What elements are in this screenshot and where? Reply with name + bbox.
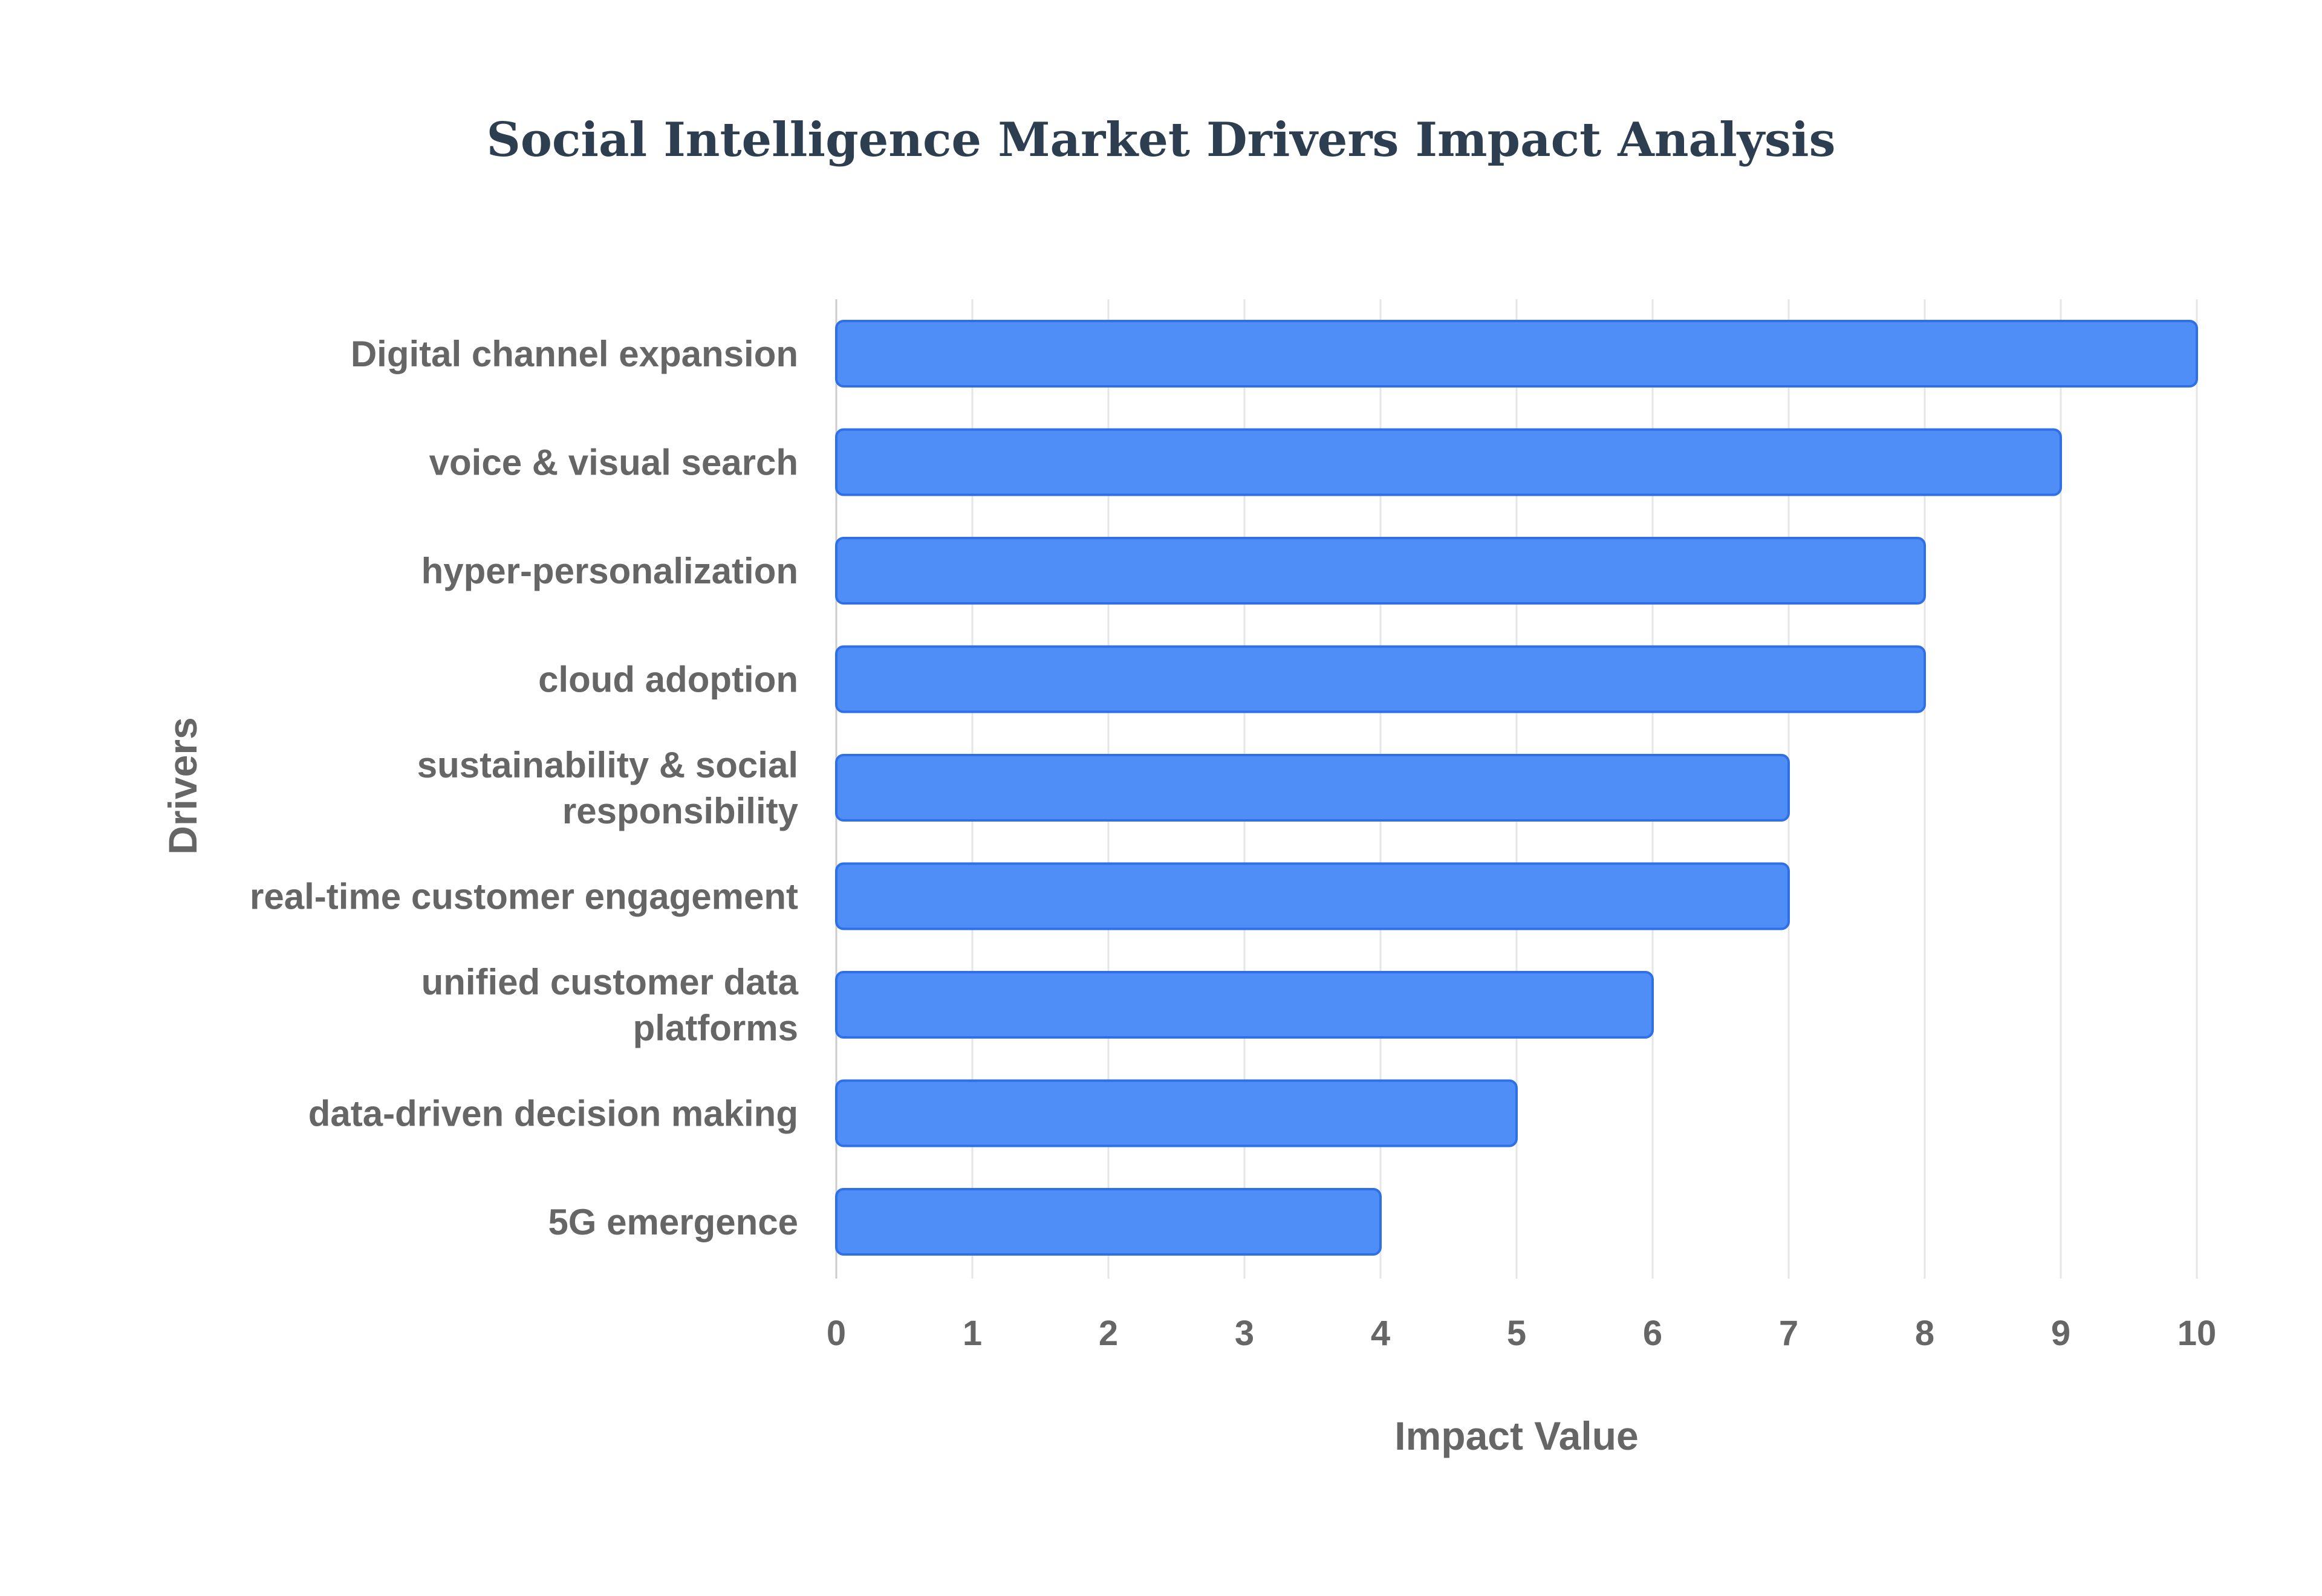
x-tick-label: 5 (1507, 1314, 1526, 1353)
x-tick-label: 3 (1235, 1314, 1254, 1353)
category-label: sustainability & social responsibility (417, 745, 799, 831)
bar (835, 645, 1926, 713)
x-tick-labels: 0 1 2 3 4 5 6 7 8 9 10 (827, 1314, 2216, 1353)
bar (835, 1188, 1382, 1256)
chart-title: Social Intelligence Market Drivers Impac… (487, 112, 1836, 167)
bar (835, 320, 2198, 388)
category-label: 5G emergence (548, 1202, 798, 1242)
y-axis-title: Drivers (160, 717, 205, 855)
x-tick-label: 7 (1779, 1314, 1798, 1353)
bars (835, 320, 2198, 1256)
category-label: Digital channel expansion (351, 334, 798, 374)
x-tick-label: 0 (827, 1314, 846, 1353)
category-label: unified customer data platforms (421, 962, 799, 1048)
category-labels: Digital channel expansion voice & visual … (250, 334, 799, 1242)
category-label: real-time customer engagement (250, 877, 798, 917)
x-tick-label: 1 (963, 1314, 982, 1353)
x-tick-label: 4 (1371, 1314, 1390, 1353)
bar (835, 971, 1654, 1039)
bar (835, 428, 2062, 496)
bar (835, 1079, 1518, 1147)
category-label: data-driven decision making (308, 1094, 798, 1134)
x-tick-label: 2 (1099, 1314, 1118, 1353)
x-axis-title: Impact Value (1394, 1413, 1639, 1458)
x-tick-label: 6 (1643, 1314, 1662, 1353)
bar (835, 754, 1790, 822)
x-tick-label: 8 (1915, 1314, 1934, 1353)
category-label: cloud adoption (538, 660, 798, 700)
x-tick-label: 9 (2051, 1314, 2070, 1353)
bar (835, 537, 1926, 605)
bar (835, 862, 1790, 930)
category-label: hyper-personalization (421, 551, 798, 591)
category-label: voice & visual search (429, 443, 798, 483)
x-tick-label: 10 (2177, 1314, 2217, 1353)
